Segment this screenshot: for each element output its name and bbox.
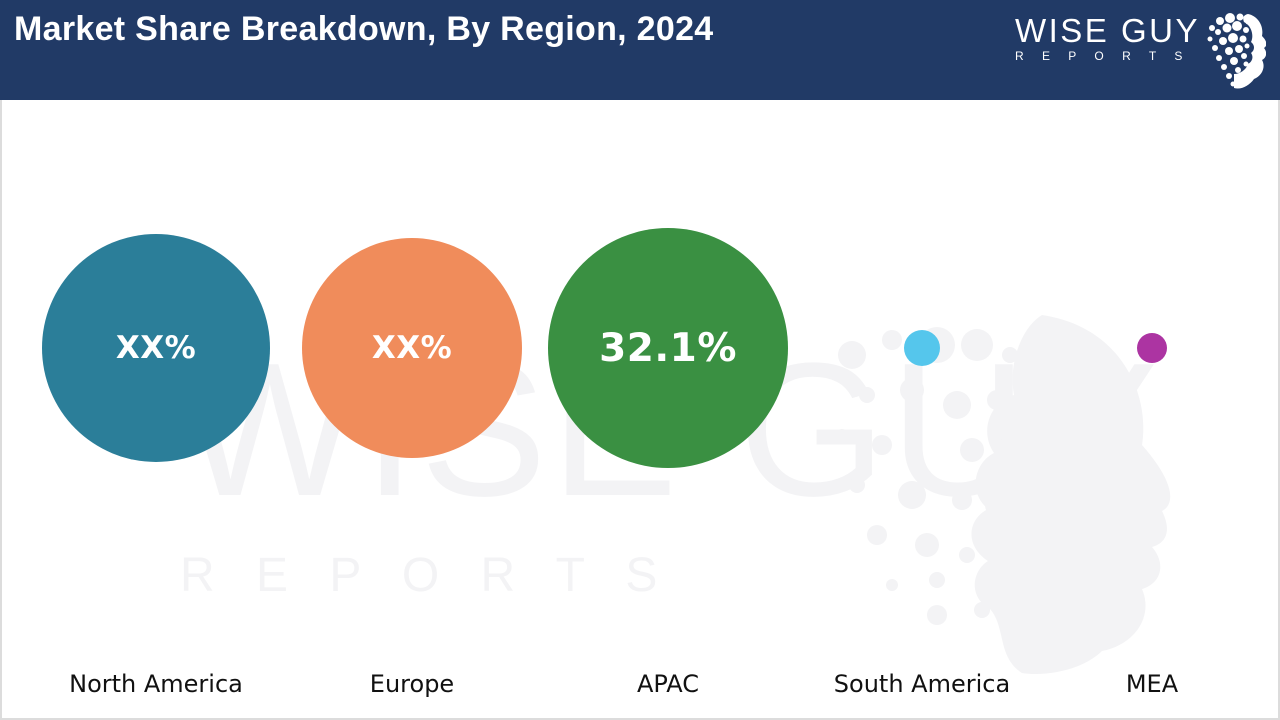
bubble-value-north-america: XX% xyxy=(115,330,197,366)
brand-face-icon xyxy=(1207,13,1266,89)
category-label-apac: APAC xyxy=(636,670,700,698)
bubble-europe: XX% xyxy=(302,238,522,458)
bubble-value-apac: 32.1% xyxy=(599,325,737,371)
bubble-chart: WISE GUY R E P O R T S XX%XX%32.1% North… xyxy=(0,100,1280,720)
bubble-south-america xyxy=(904,330,940,366)
bubble-north-america: XX% xyxy=(42,234,270,462)
category-label-south-america: South America xyxy=(833,670,1011,698)
bubble-apac: 32.1% xyxy=(548,228,788,468)
category-label-north-america: North America xyxy=(69,670,243,698)
watermark-face-icon xyxy=(836,315,1171,675)
bubble-mea xyxy=(1137,333,1167,363)
brand-logo: WISE GUY R E P O R T S xyxy=(1014,12,1266,90)
brand-subtitle: R E P O R T S xyxy=(1014,49,1190,63)
category-label-mea: MEA xyxy=(1125,670,1179,698)
watermark-subtext: R E P O R T S xyxy=(180,549,672,602)
page-title: Market Share Breakdown, By Region, 2024 xyxy=(14,10,714,48)
header-bar: Market Share Breakdown, By Region, 2024 … xyxy=(0,0,1280,100)
category-label-europe: Europe xyxy=(369,670,455,698)
bubble-value-europe: XX% xyxy=(371,330,453,366)
brand-logo-text: WISE GUY R E P O R T S xyxy=(1014,12,1200,64)
brand-name: WISE GUY xyxy=(1014,12,1200,49)
